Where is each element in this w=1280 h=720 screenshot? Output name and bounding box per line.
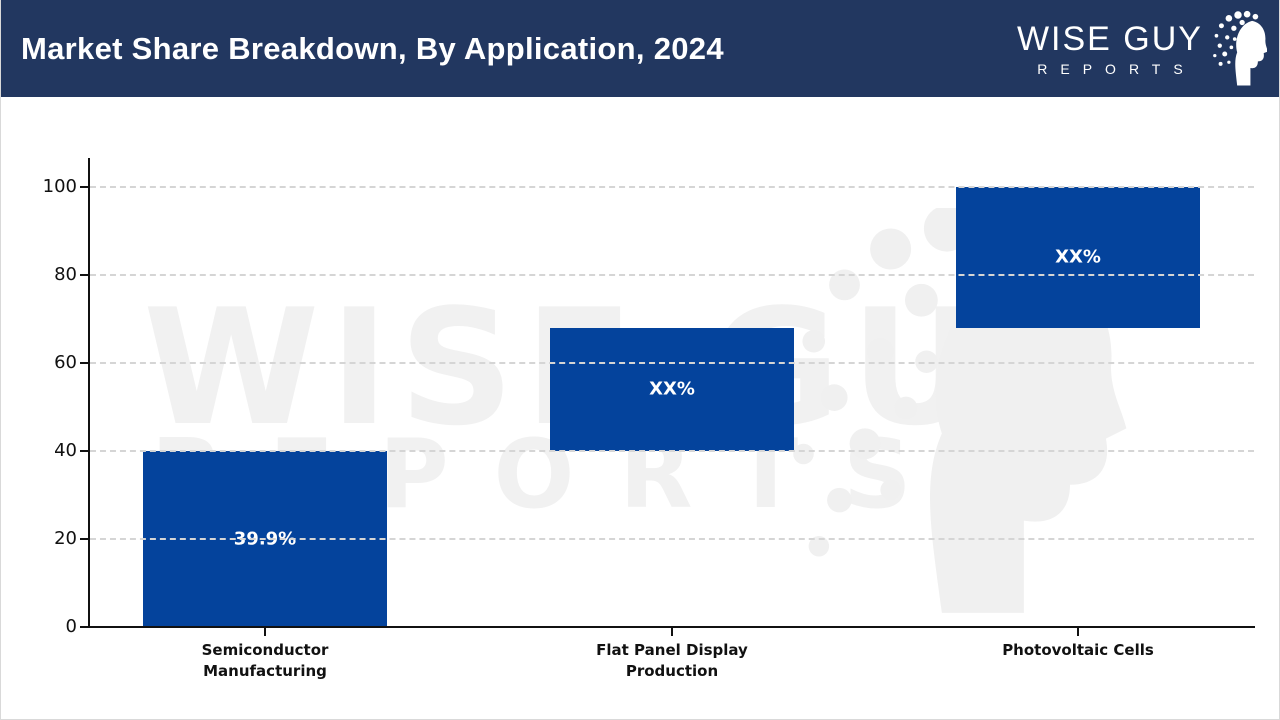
bar-flat-panel-display-production: XX% (550, 327, 794, 451)
category-label-semiconductor-manufacturing: Semiconductor Manufacturing (201, 641, 329, 680)
logo-wordmark: WISE GUY (1016, 19, 1203, 58)
y-tick-mark (80, 362, 89, 364)
wiseguy-logo: WISE GUY REPORTS (1017, 10, 1279, 88)
logo-subtitle: REPORTS (1037, 60, 1196, 77)
x-tick-mark (671, 627, 673, 636)
y-tick-mark (80, 274, 89, 276)
y-tick-mark (80, 186, 89, 188)
gridline-60 (90, 362, 1254, 364)
y-tick-label: 20 (54, 528, 77, 549)
y-tick-label: 60 (54, 352, 77, 373)
watermark-head-icon (793, 208, 1127, 613)
chart-title: Market Share Breakdown, By Application, … (21, 30, 724, 66)
gridline-40 (90, 450, 1254, 452)
y-tick-mark (80, 450, 89, 452)
x-tick-mark (1077, 627, 1079, 636)
bar-value-label: XX% (649, 378, 695, 400)
y-tick-mark (80, 538, 89, 540)
category-label-photovoltaic-cells: Photovoltaic Cells (1002, 641, 1154, 659)
bar-chart: 0 20 40 60 80 100 39.9% XX% XX% Semiconductor M… (1, 97, 1279, 719)
gridline-20 (90, 538, 1254, 540)
y-tick-label: 0 (65, 616, 77, 637)
header-bar: Market Share Breakdown, By Application, … (1, 0, 1279, 97)
bar-value-label: XX% (1055, 246, 1101, 268)
y-axis-line (88, 158, 90, 627)
y-tick-label: 80 (54, 264, 77, 285)
gridline-100 (90, 186, 1254, 188)
dotted-head-profile-icon (1213, 10, 1267, 85)
gridline-80 (90, 274, 1254, 276)
y-tick-label: 40 (54, 440, 77, 461)
logo-text: WISE GUY REPORTS (1017, 22, 1203, 76)
y-tick-mark (80, 626, 89, 628)
y-tick-label: 100 (42, 176, 77, 197)
bar-photovoltaic-cells: XX% (956, 187, 1200, 328)
x-tick-mark (264, 627, 266, 636)
category-label-flat-panel-display-production: Flat Panel Display Production (596, 641, 748, 680)
